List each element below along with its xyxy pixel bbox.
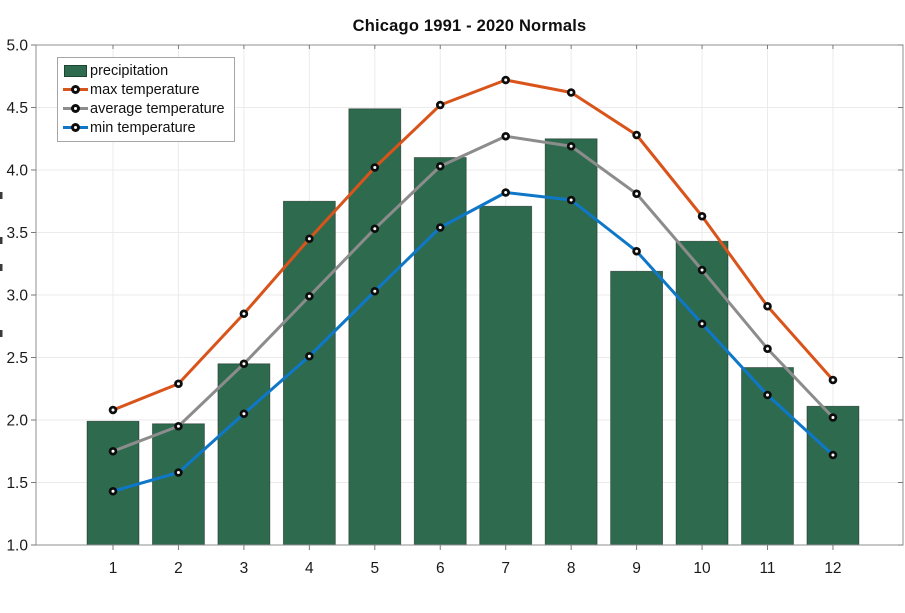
data-marker-center: [373, 166, 377, 169]
legend-label-average-temperature: average temperature: [90, 100, 225, 117]
y-tick-label: 2.0: [6, 413, 28, 430]
y-axis-label-clipped: [0, 192, 3, 199]
data-marker-center: [111, 489, 115, 493]
data-marker-center: [242, 312, 246, 316]
data-marker-center: [766, 393, 769, 397]
data-marker-center: [831, 416, 835, 419]
bar-swatch-icon: [64, 64, 87, 77]
data-marker-center: [111, 449, 115, 453]
data-marker-center: [569, 91, 573, 94]
legend-item-min-temperature: min temperature: [63, 118, 225, 137]
circle-marker-icon: [71, 123, 80, 132]
data-marker-center: [438, 226, 442, 229]
precipitation-bar: [675, 240, 729, 546]
data-marker-center: [242, 362, 246, 366]
precipitation-bar: [479, 205, 533, 546]
x-tick-label: 6: [436, 560, 445, 577]
y-tick-label: 1.0: [6, 538, 28, 555]
precipitation-bar: [544, 138, 598, 546]
data-marker-center: [766, 304, 769, 308]
legend-label-max-temperature: max temperature: [90, 81, 200, 98]
x-tick-label: 3: [240, 560, 249, 577]
data-marker-center: [700, 268, 704, 272]
data-marker-center: [176, 424, 180, 428]
x-tick-label: 4: [305, 560, 314, 577]
y-axis-label-clipped: [0, 330, 3, 337]
legend-swatch-precipitation: [63, 64, 88, 77]
circle-marker-icon: [71, 85, 80, 94]
y-tick-label: 4.5: [6, 100, 28, 117]
data-marker-center: [569, 198, 573, 202]
x-tick-label: 8: [567, 560, 576, 577]
data-marker-center: [504, 134, 508, 138]
data-marker-center: [307, 354, 311, 358]
data-marker-center: [438, 164, 442, 168]
data-marker-center: [700, 214, 704, 218]
average-temperature-line: [111, 134, 835, 453]
data-marker-center: [176, 382, 180, 386]
legend-line-average: [63, 104, 88, 113]
max-temperature-line: [111, 78, 835, 412]
y-tick-label: 1.5: [6, 475, 28, 492]
data-marker-center: [438, 103, 442, 107]
y-tick-label: 3.0: [6, 288, 28, 305]
y-axis-label-clipped: [0, 264, 3, 271]
x-tick-label: 2: [174, 560, 183, 577]
y-axis-label-clipped: [0, 237, 3, 244]
precipitation-bar: [348, 108, 402, 546]
data-marker-center: [569, 144, 573, 148]
data-marker-center: [176, 471, 180, 474]
chart-title: Chicago 1991 - 2020 Normals: [352, 17, 587, 35]
legend-item-precipitation: precipitation: [63, 61, 225, 80]
legend-item-average-temperature: average temperature: [63, 99, 225, 118]
legend-item-max-temperature: max temperature: [63, 80, 225, 99]
x-tick-label: 5: [370, 560, 379, 577]
circle-marker-icon: [71, 104, 80, 113]
legend: precipitation max temperature average te…: [57, 57, 235, 142]
precipitation-bar: [610, 270, 663, 546]
legend-line-min: [63, 123, 88, 132]
y-tick-label: 3.5: [6, 225, 28, 242]
min-temperature-line: [111, 191, 835, 493]
precipitation-bar: [217, 363, 271, 546]
data-marker-center: [766, 347, 769, 351]
data-marker-center: [111, 408, 115, 412]
data-marker-center: [700, 322, 704, 326]
data-marker-center: [373, 227, 377, 231]
data-marker-center: [307, 237, 311, 241]
data-marker-center: [242, 412, 246, 416]
x-tick-label: 12: [824, 560, 841, 577]
precipitation-bar: [413, 157, 467, 546]
data-marker-center: [831, 453, 835, 457]
x-tick-label: 11: [759, 560, 775, 577]
data-marker-center: [831, 378, 835, 382]
data-marker-center: [504, 191, 508, 194]
legend-label-precipitation: precipitation: [90, 62, 169, 79]
data-marker-center: [307, 294, 311, 298]
legend-label-min-temperature: min temperature: [90, 119, 196, 136]
data-marker-center: [635, 249, 639, 253]
y-tick-label: 4.0: [6, 163, 28, 180]
x-tick-label: 1: [109, 560, 118, 577]
data-marker-center: [635, 192, 639, 196]
data-marker-center: [635, 133, 639, 137]
data-marker-center: [373, 289, 377, 293]
y-tick-label: 2.5: [6, 350, 28, 367]
precipitation-bar: [86, 420, 140, 546]
x-tick-label: 7: [501, 560, 510, 577]
legend-line-max: [63, 85, 88, 94]
precipitation-bar: [152, 423, 205, 546]
y-tick-label: 5.0: [6, 38, 28, 55]
data-marker-center: [504, 78, 508, 82]
x-tick-label: 10: [693, 560, 711, 577]
precipitation-bar: [806, 405, 860, 546]
x-tick-label: 9: [632, 560, 641, 577]
